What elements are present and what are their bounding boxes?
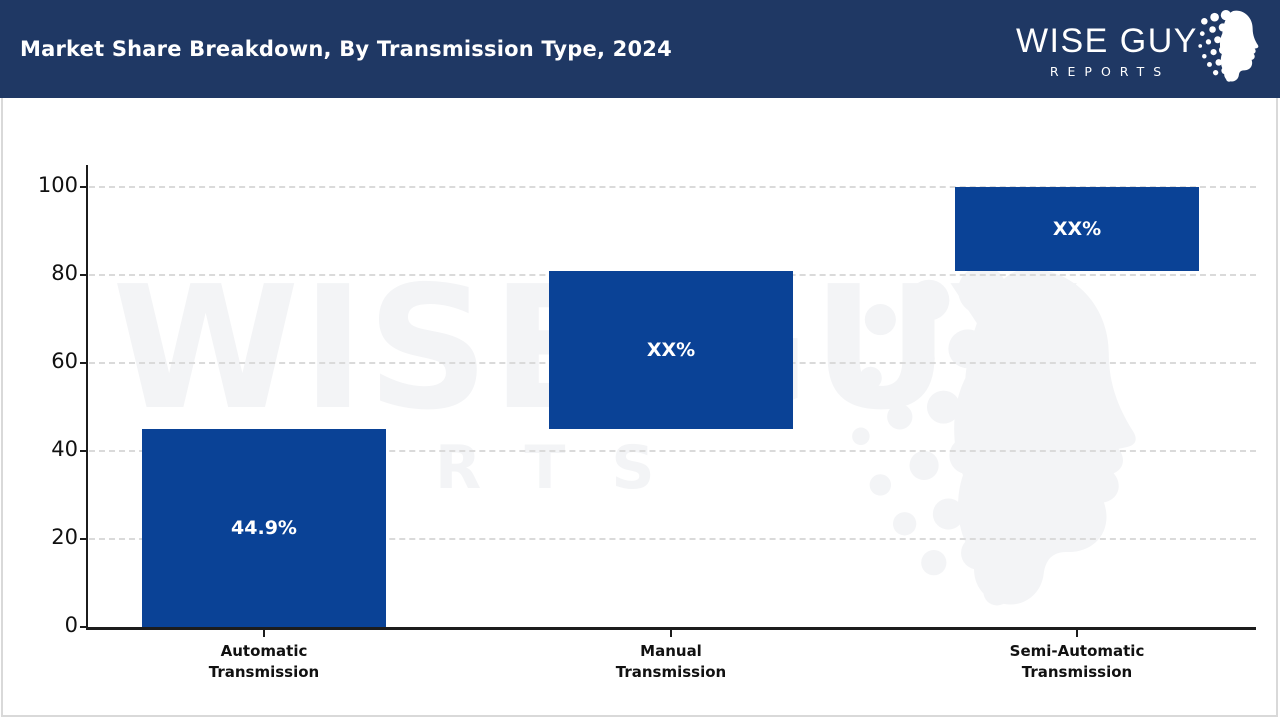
x-category-line: Automatic (220, 642, 308, 660)
bar-value-label-3: XX% (1052, 218, 1102, 241)
x-axis-spine (86, 627, 1256, 630)
y-tick-label-80: 80 (51, 261, 78, 285)
y-tick-100 (80, 186, 88, 188)
y-tick-label-40: 40 (51, 437, 78, 461)
x-tick-3 (1076, 630, 1078, 637)
y-tick-label-0: 0 (64, 613, 78, 637)
bar-1: 44.9% (142, 429, 386, 627)
watermark-head-icon (852, 266, 1136, 606)
x-category-line: Transmission (1021, 663, 1133, 681)
plot-area: 0 20 40 60 80 100 44.9% XX% XX% Automatic Transmis… (0, 98, 1280, 720)
logo-name: WISE GUY (1015, 22, 1198, 60)
header-bar: Market Share Breakdown, By Transmission … (0, 0, 1280, 98)
bar-value-label-1: 44.9% (231, 517, 297, 540)
y-tick-label-100: 100 (37, 173, 78, 197)
x-category-label-1: Automatic Transmission (104, 641, 424, 683)
page-title: Market Share Breakdown, By Transmission … (20, 37, 672, 61)
chart-canvas: WISE GUY PORTS 0 20 40 60 80 100 44.9% XX% XX% Au… (0, 98, 1280, 720)
bar-2: XX% (549, 271, 793, 430)
y-tick-label-60: 60 (51, 349, 78, 373)
wise-guy-reports-logo: WISE GUY REPORTS (1016, 6, 1266, 90)
x-tick-2 (670, 630, 672, 637)
x-tick-1 (263, 630, 265, 637)
y-tick-60 (80, 362, 88, 364)
y-tick-20 (80, 538, 88, 540)
x-category-line: Transmission (208, 663, 320, 681)
gridline-100 (89, 186, 1256, 188)
logo-tagline: REPORTS (1049, 64, 1171, 79)
bar-value-label-2: XX% (646, 339, 696, 362)
bar-3: XX% (955, 187, 1199, 272)
logo-text: WISE GUY REPORTS (1016, 22, 1198, 79)
dotted-head-icon (1198, 9, 1259, 82)
y-tick-80 (80, 274, 88, 276)
x-category-line: Manual (640, 642, 702, 660)
y-tick-label-20: 20 (51, 525, 78, 549)
gridline-40 (89, 450, 1256, 452)
gridline-20 (89, 538, 1256, 540)
y-tick-0 (80, 626, 88, 628)
y-axis-spine (86, 165, 88, 630)
x-category-label-2: Manual Transmission (511, 641, 831, 683)
x-category-label-3: Semi-Automatic Transmission (917, 641, 1237, 683)
x-category-line: Transmission (615, 663, 727, 681)
x-category-line: Semi-Automatic (1009, 642, 1145, 660)
y-tick-40 (80, 450, 88, 452)
